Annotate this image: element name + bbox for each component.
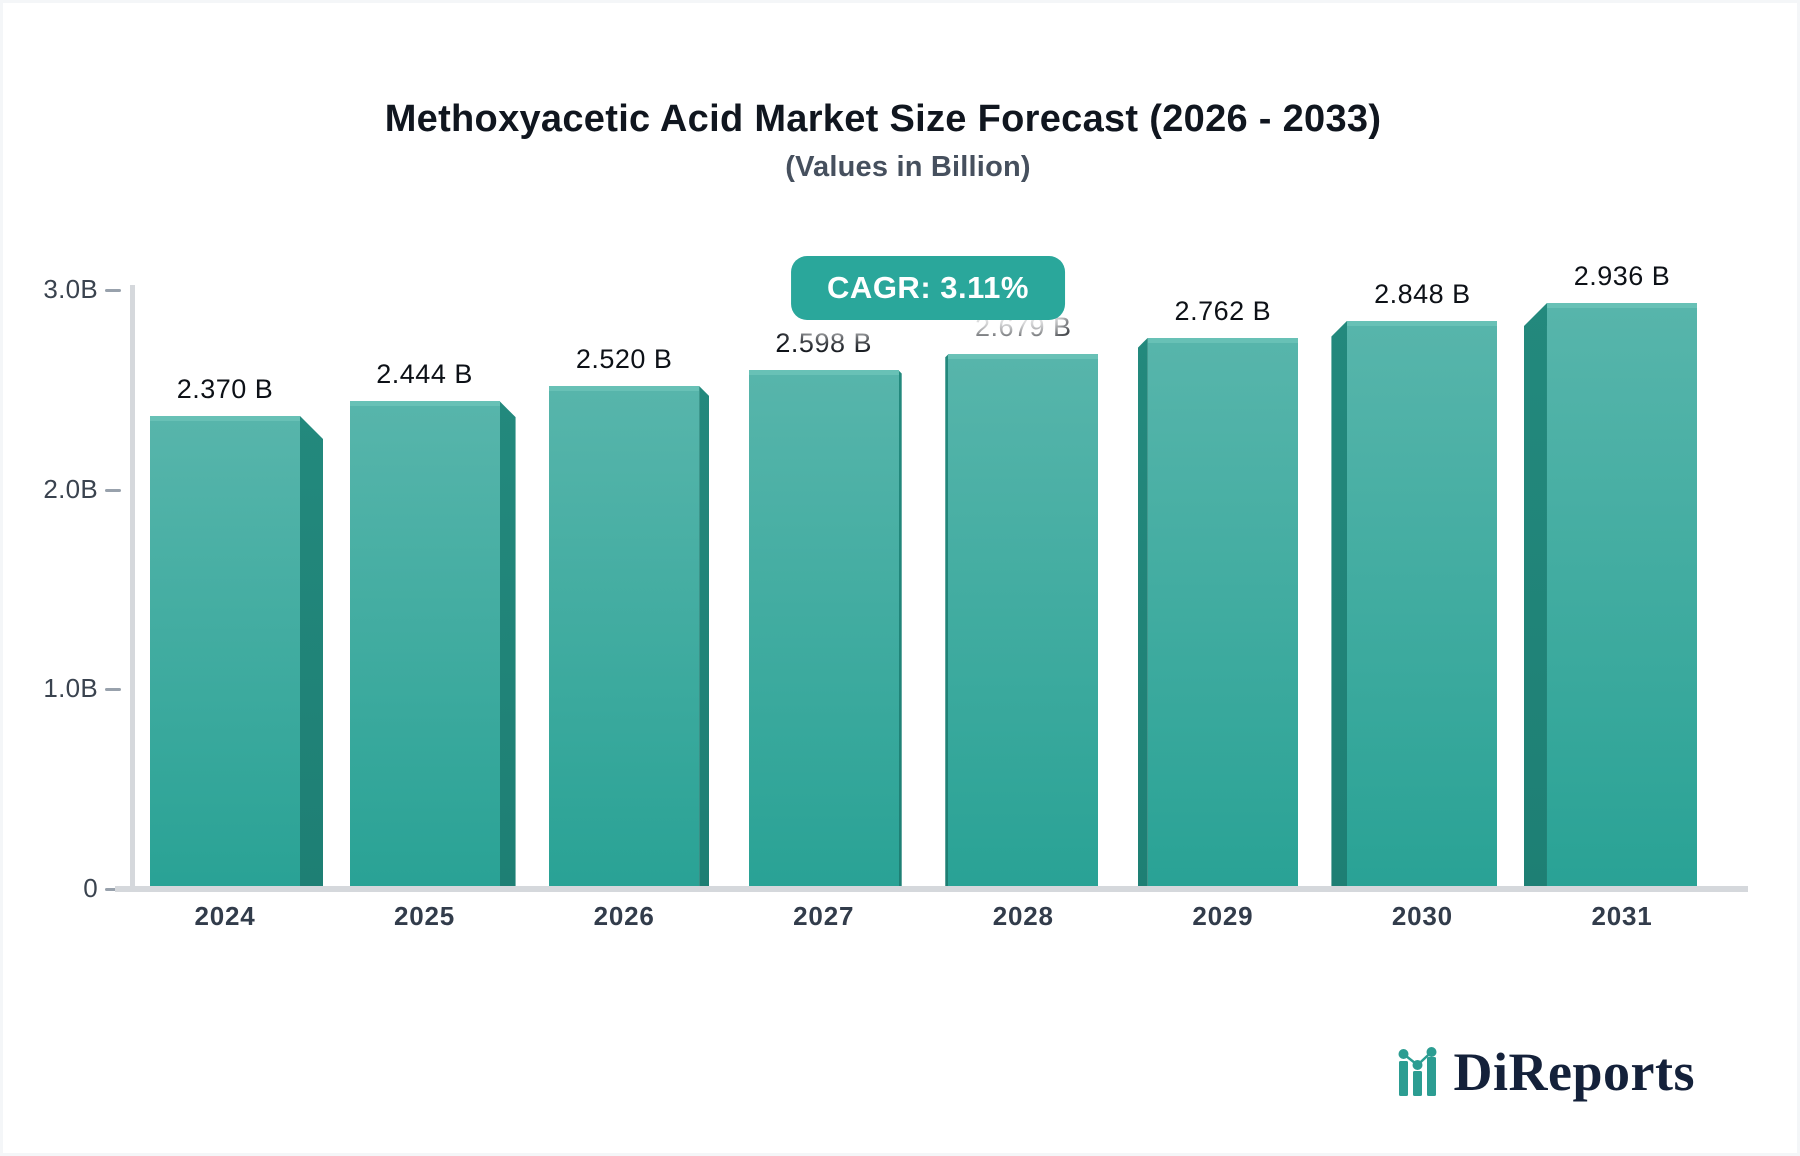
bar-2026 <box>549 386 710 889</box>
bar-front-face <box>1147 337 1298 889</box>
y-axis-tick <box>105 888 121 891</box>
chart-title: Methoxyacetic Acid Market Size Forecast … <box>384 98 1382 140</box>
x-axis-label-2029: 2029 <box>1192 901 1254 931</box>
bar-value-label: 2.598 B <box>775 328 872 359</box>
bar-front-face <box>1347 320 1498 889</box>
bar-side-face <box>1331 320 1348 889</box>
y-axis-tick <box>105 289 121 293</box>
bar-front-face <box>150 415 300 889</box>
bar-side-face <box>945 354 949 889</box>
y-axis-label: 3.0B <box>43 274 98 305</box>
x-axis-label-2030: 2030 <box>1391 901 1453 931</box>
bar-2029 <box>1137 337 1298 889</box>
bar-side-face <box>699 386 710 889</box>
bar-front-face <box>748 370 899 889</box>
y-axis-tick <box>105 688 121 692</box>
x-axis-label-2027: 2027 <box>793 901 855 931</box>
x-axis-label-2031: 2031 <box>1591 901 1653 931</box>
bar-value-label: 2.370 B <box>176 373 274 404</box>
y-axis-line <box>130 285 135 889</box>
bar-2025 <box>349 401 516 889</box>
bar-value-label: 2.444 B <box>376 359 473 390</box>
x-axis-line <box>115 886 1748 892</box>
bar-front-face <box>1546 302 1697 889</box>
x-axis-label-2025: 2025 <box>394 901 456 931</box>
bar-2024 <box>150 415 323 889</box>
y-axis-label: 1.0B <box>43 673 98 704</box>
bar-side-face <box>898 370 902 889</box>
bar-front-face <box>549 386 700 889</box>
bar-value-label: 2.762 B <box>1174 295 1272 326</box>
bar-value-label: 2.936 B <box>1573 260 1671 291</box>
bar-value-label: 2.520 B <box>575 344 673 374</box>
bar-front-face <box>349 401 500 889</box>
bar-side-face <box>1523 302 1547 889</box>
logo-chart-icon <box>1398 1047 1437 1096</box>
y-axis-label: 0 <box>83 873 98 903</box>
bar-value-label: 2.848 B <box>1374 278 1471 309</box>
x-axis-label-2026: 2026 <box>593 901 655 931</box>
cagr-badge: CAGR: 3.11% <box>791 256 1065 320</box>
x-axis-label-2024: 2024 <box>194 901 256 931</box>
bar-2027 <box>748 370 902 889</box>
chart-card: Methoxyacetic Acid Market Size Forecast … <box>3 3 1797 1153</box>
brand-logo: DiReports <box>1396 1041 1695 1103</box>
bar-front-face <box>948 354 1099 889</box>
bar-side-face <box>300 415 323 889</box>
y-axis-label: 2.0B <box>43 473 98 504</box>
chart-subtitle: (Values in Billion) <box>785 151 1031 183</box>
bar-side-face <box>1137 337 1148 889</box>
y-axis-tick <box>105 488 121 492</box>
x-axis-label-2028: 2028 <box>992 901 1054 931</box>
bar-side-face <box>499 401 516 889</box>
bar-2031 <box>1523 302 1697 889</box>
bar-2028 <box>945 354 1099 889</box>
bar-2030 <box>1331 320 1498 889</box>
logo-text: DiReports <box>1453 1042 1695 1102</box>
